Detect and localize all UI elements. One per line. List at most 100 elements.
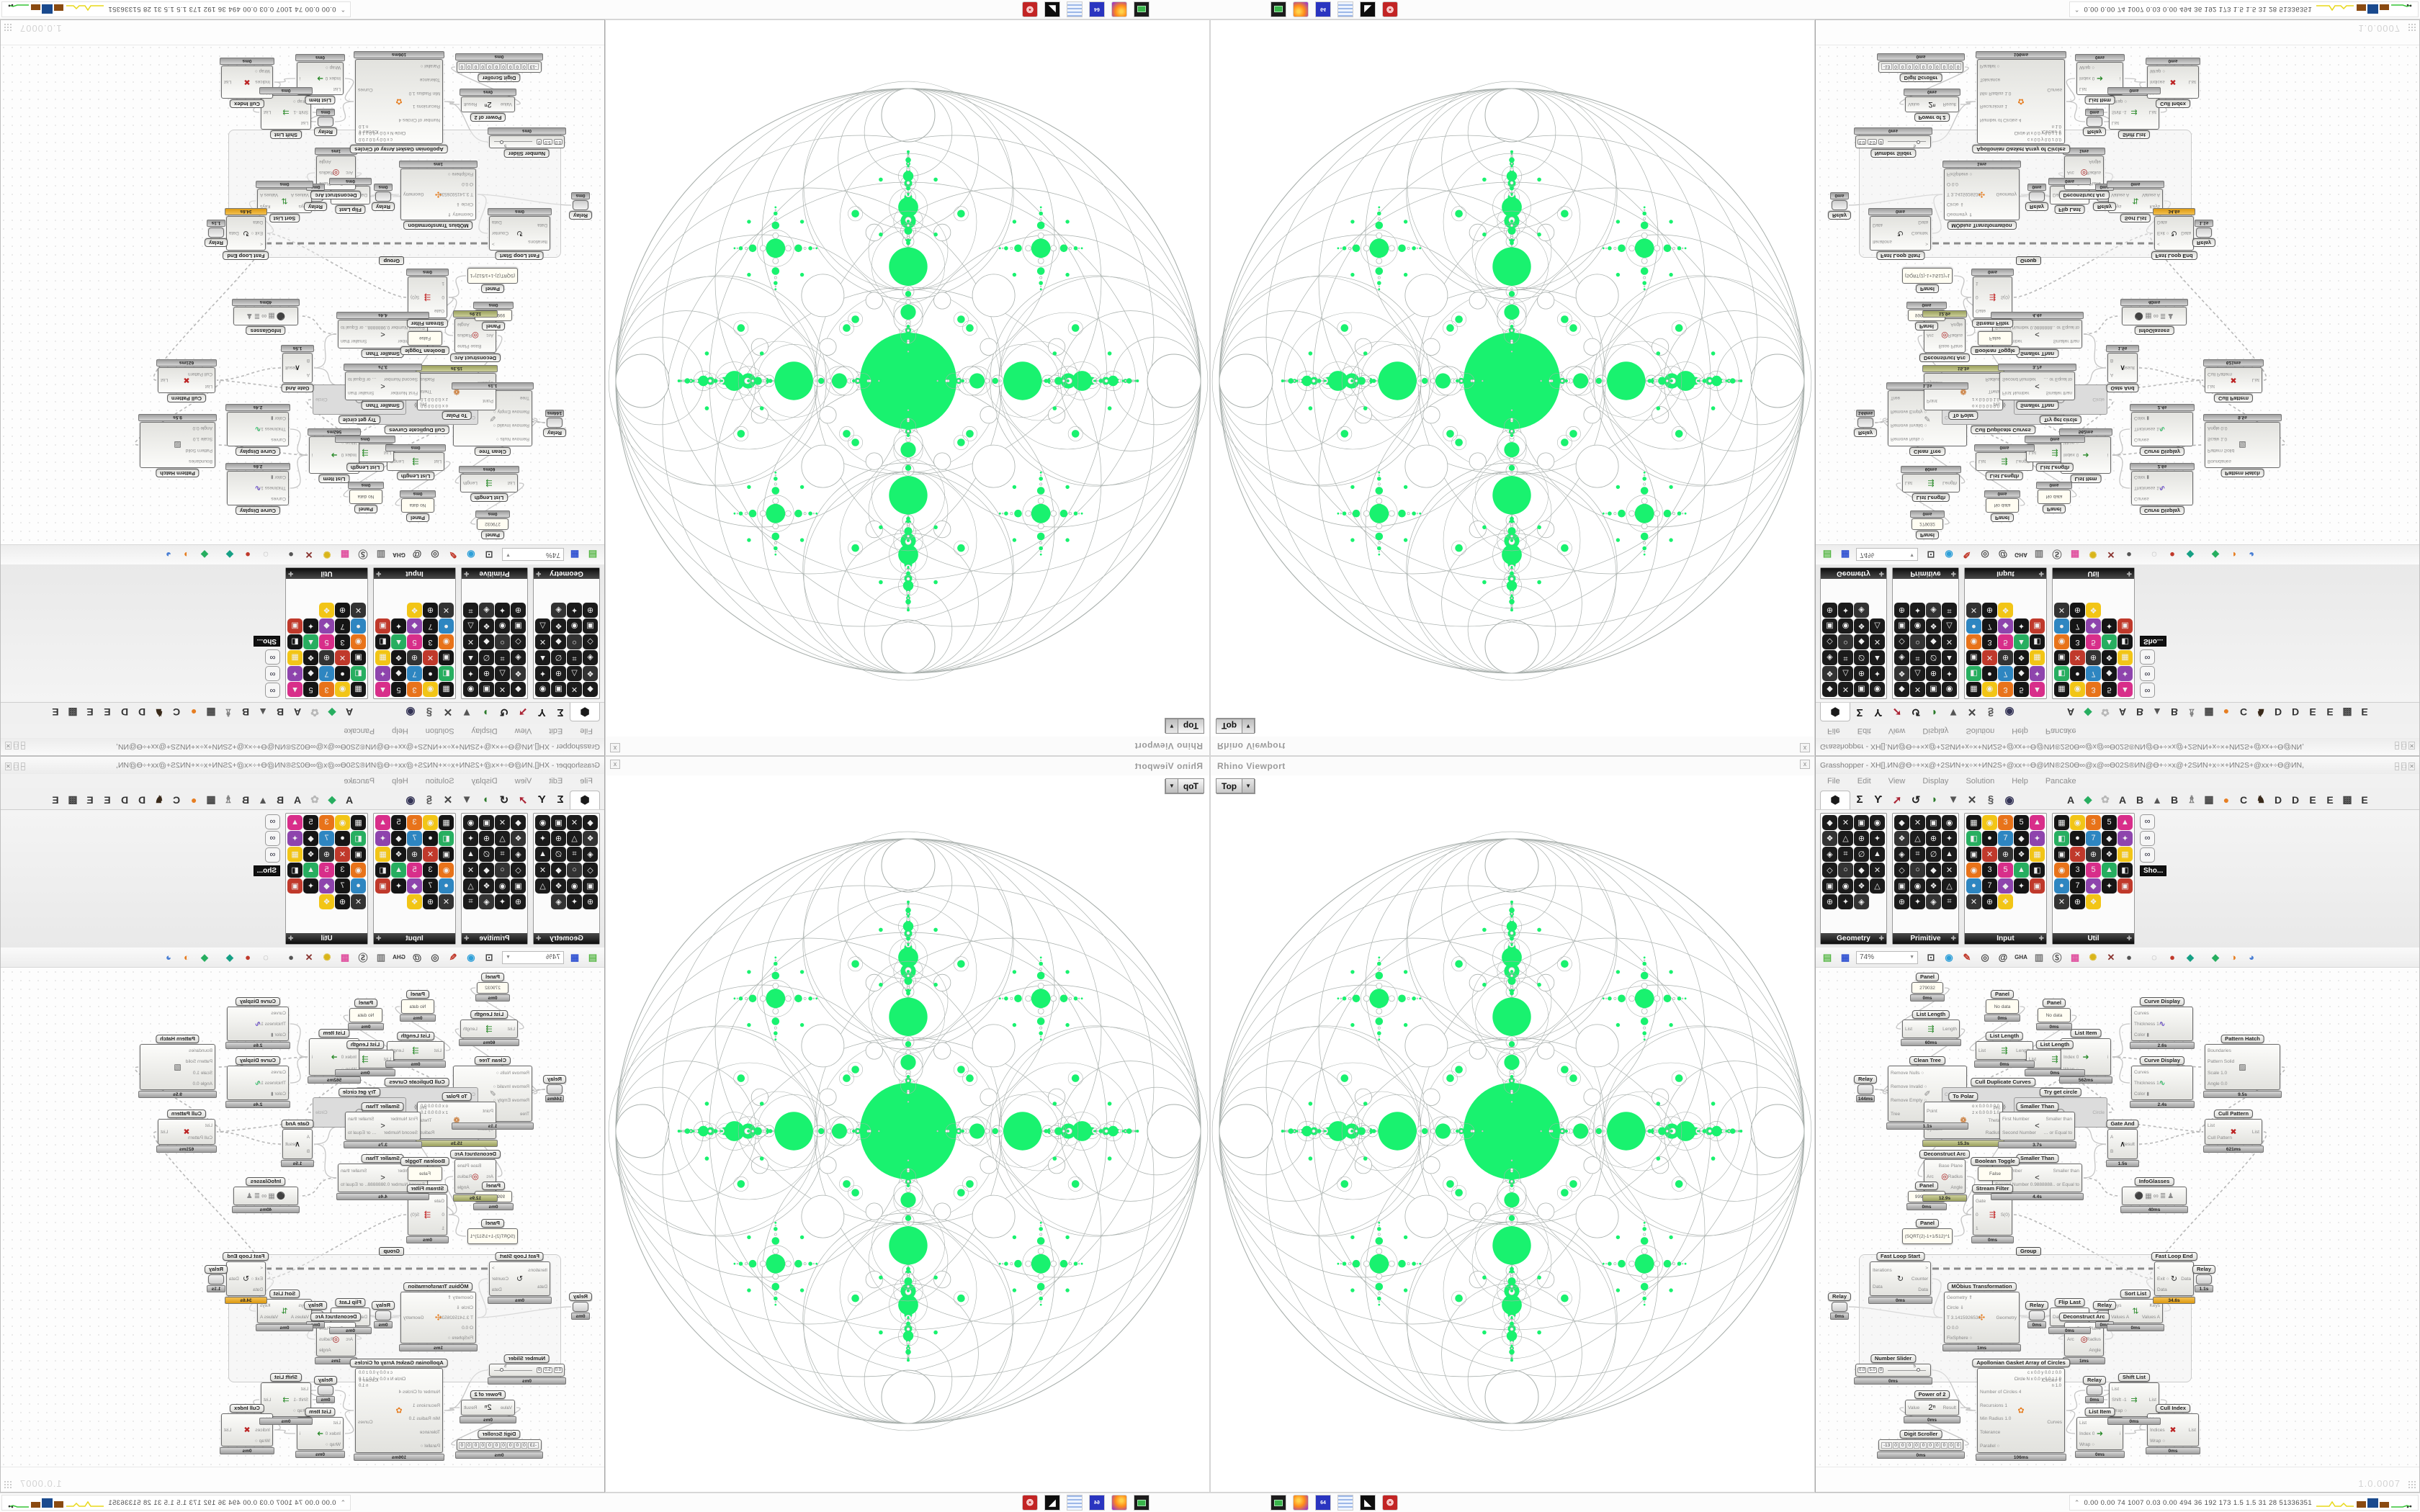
component-icon[interactable]: ∅ <box>1854 650 1869 666</box>
component-icon[interactable]: ◉ <box>423 814 438 830</box>
menu-item-display[interactable]: Display <box>1922 726 1949 736</box>
node-input-port[interactable]: Wrap ○ <box>254 68 270 74</box>
component-icon[interactable]: 5 <box>303 682 318 698</box>
expand-icon[interactable]: ✚ <box>288 935 294 942</box>
node-output-port[interactable]: Radius <box>1985 377 2000 382</box>
node-output-port[interactable]: Base Plane <box>457 343 482 349</box>
gh-node-digitScroller[interactable]: -13 0 0 0 0 0 0 0 0 0 0 <box>1878 1439 1963 1452</box>
tab-plugin-3[interactable]: A <box>293 793 302 806</box>
node-input-port[interactable]: 1 <box>442 281 444 287</box>
tab-plugin-17[interactable]: E <box>2361 706 2368 719</box>
component-icon[interactable]: ❖ <box>1854 878 1869 894</box>
gem-orange-icon[interactable]: ◑ <box>2231 549 2236 560</box>
gh-node-listLenA[interactable]: List Length ⇶ <box>1902 473 1960 492</box>
value-chip[interactable]: z x 0.0 0.0 1.0 <box>1972 396 1999 401</box>
tab-category-2[interactable]: Ƴ <box>1874 706 1883 719</box>
node-output-port[interactable]: Radius <box>420 1130 435 1135</box>
node-input-port[interactable]: Angle 0.0 <box>192 1081 212 1087</box>
node-output-port[interactable]: Smaller than <box>341 338 367 343</box>
digit[interactable]: 0 <box>507 63 514 71</box>
digit[interactable]: 0 <box>1934 63 1941 71</box>
component-icon[interactable]: ▣ <box>2030 878 2045 894</box>
component-icon[interactable]: ⊕ <box>1894 603 1909 618</box>
find-icon[interactable]: Ⓢ <box>2052 548 2062 559</box>
tab-plugin-16[interactable]: ▩ <box>68 793 78 806</box>
slider-knob[interactable] <box>500 140 503 144</box>
slider-chip[interactable]: 0 <box>1878 1367 1884 1374</box>
component-icon[interactable]: 7 <box>407 666 422 682</box>
component-icon[interactable]: ∞ <box>265 814 280 829</box>
node-input-port[interactable]: 1 <box>442 1225 444 1231</box>
component-icon[interactable]: ⊕ <box>551 830 566 846</box>
component-icon[interactable]: ✦ <box>2030 830 2045 846</box>
component-icon[interactable]: ▣ <box>583 878 598 894</box>
node-output-port[interactable]: … or Equal to <box>2053 1182 2079 1188</box>
collapse-icon[interactable]: ⌃ <box>340 1498 346 1506</box>
gem-blue-icon[interactable]: ◕ <box>2249 549 2254 560</box>
node-input-port[interactable]: Pattern Solid <box>185 1059 212 1065</box>
node-output-port[interactable]: Radius <box>1948 333 1963 338</box>
component-icon[interactable]: ◈ <box>1926 894 1941 909</box>
expand-icon[interactable]: ✚ <box>288 570 294 577</box>
node-input-port[interactable]: A <box>2110 372 2114 378</box>
component-icon[interactable]: ◉ <box>1966 862 1981 878</box>
node-output-port[interactable]: List <box>161 377 169 383</box>
component-icon[interactable]: ▦ <box>2030 650 2045 666</box>
component-icon[interactable]: ⊕ <box>335 603 350 618</box>
node-input-port[interactable]: Tolerance <box>1980 1429 2001 1435</box>
component-icon[interactable]: ⌗ <box>1838 846 1853 862</box>
gh-node-fastStart[interactable]: Iterations Data > Counter Data ↻ <box>1870 1261 1931 1297</box>
component-icon[interactable]: ● <box>1982 666 1997 682</box>
component-icon[interactable]: ◉ <box>495 618 510 634</box>
node-output-port[interactable]: Phi <box>1993 1106 2000 1112</box>
component-icon[interactable]: ▣ <box>1966 650 1981 666</box>
node-output-port[interactable]: Base Plane <box>1938 343 1963 349</box>
expand-icon[interactable]: ✚ <box>376 935 382 942</box>
preview-eye-icon[interactable]: ◉ <box>467 549 475 561</box>
node-output-port[interactable]: Smaller than <box>2045 1117 2073 1122</box>
component-icon[interactable]: ❖ <box>479 618 494 634</box>
component-icon[interactable]: ✦ <box>463 830 478 846</box>
node-input-port[interactable]: Color ▮ <box>271 1032 286 1038</box>
component-icon[interactable]: ⌗ <box>1910 650 1925 666</box>
slider-track[interactable]: 5 <box>494 1364 532 1372</box>
tab-plugin-8[interactable]: ▦ <box>206 706 216 719</box>
gh-node-numberSlider[interactable]: 0.0 5.0 0 5 <box>1855 135 1931 148</box>
component-icon[interactable]: △ <box>463 618 478 634</box>
close-icon[interactable]: ✕ <box>2408 762 2415 770</box>
component-icon[interactable]: ⌗ <box>495 846 510 862</box>
gh-node-curveDisp1[interactable]: Curves Thickness 1.0 Color ▮ ∿ <box>227 1007 289 1042</box>
node-output-port[interactable]: Counter <box>492 1276 509 1282</box>
slider-knob[interactable] <box>1917 140 1920 144</box>
component-icon[interactable]: 3 <box>1998 682 2013 698</box>
gh-node-boolToggle[interactable]: False <box>1978 330 2012 346</box>
tab-category-8[interactable]: § <box>1987 706 1994 719</box>
node-output-port[interactable]: Circles ⇓ <box>2042 1378 2062 1384</box>
tab-plugin-12[interactable]: D <box>2274 706 2282 719</box>
node-input-port[interactable]: Color ▮ <box>2134 474 2149 480</box>
component-icon[interactable]: ❖ <box>1998 894 2013 909</box>
close-icon[interactable]: x <box>1800 760 1810 769</box>
gh-node-shiftList[interactable]: List Shift -1 Wrap ○ List ⇉ <box>261 94 311 130</box>
component-icon[interactable]: 3 <box>319 814 334 830</box>
component-icon[interactable]: ⊕ <box>407 846 422 862</box>
node-input-port[interactable]: Keys <box>2111 1302 2122 1308</box>
component-icon[interactable]: ⊕ <box>1926 830 1941 846</box>
component-icon[interactable]: ◆ <box>1854 862 1869 878</box>
node-input-port[interactable]: Shift -1 <box>293 109 308 115</box>
node-output-port[interactable]: > <box>1925 241 1928 247</box>
sketch-pen-icon[interactable]: ✎ <box>1963 951 1971 963</box>
gh-node-power2[interactable]: Value Result 2ⁿ <box>1905 96 1959 112</box>
node-output-port[interactable]: S(0) <box>411 294 420 300</box>
component-icon[interactable]: 5 <box>407 862 422 878</box>
component-icon[interactable]: ◆ <box>1998 878 2013 894</box>
value-chip[interactable]: o x 0.0 0.0 0.0 <box>1971 402 1999 408</box>
component-icon[interactable]: ✦ <box>2118 666 2133 682</box>
node-input-port[interactable]: Angle 0.0 <box>192 425 212 431</box>
gh-node-panelB[interactable]: No data <box>1986 999 2019 1014</box>
component-icon[interactable]: ◇ <box>583 634 598 650</box>
tab-plugin-12[interactable]: D <box>138 793 146 806</box>
digit[interactable]: 0 <box>465 1441 472 1449</box>
component-icon[interactable]: ✦ <box>303 878 318 894</box>
